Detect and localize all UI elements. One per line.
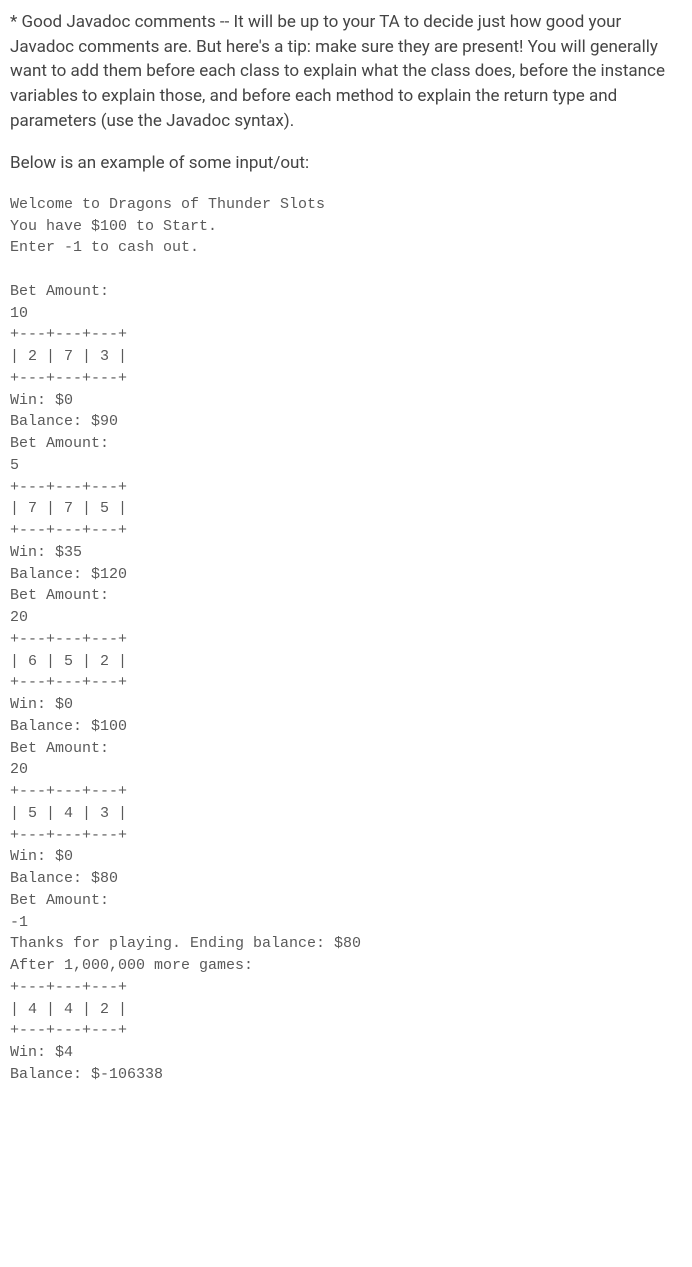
code-output-block: Welcome to Dragons of Thunder Slots You …	[10, 194, 682, 1086]
example-intro: Below is an example of some input/out:	[10, 151, 682, 176]
javadoc-paragraph: * Good Javadoc comments -- It will be up…	[10, 10, 682, 133]
